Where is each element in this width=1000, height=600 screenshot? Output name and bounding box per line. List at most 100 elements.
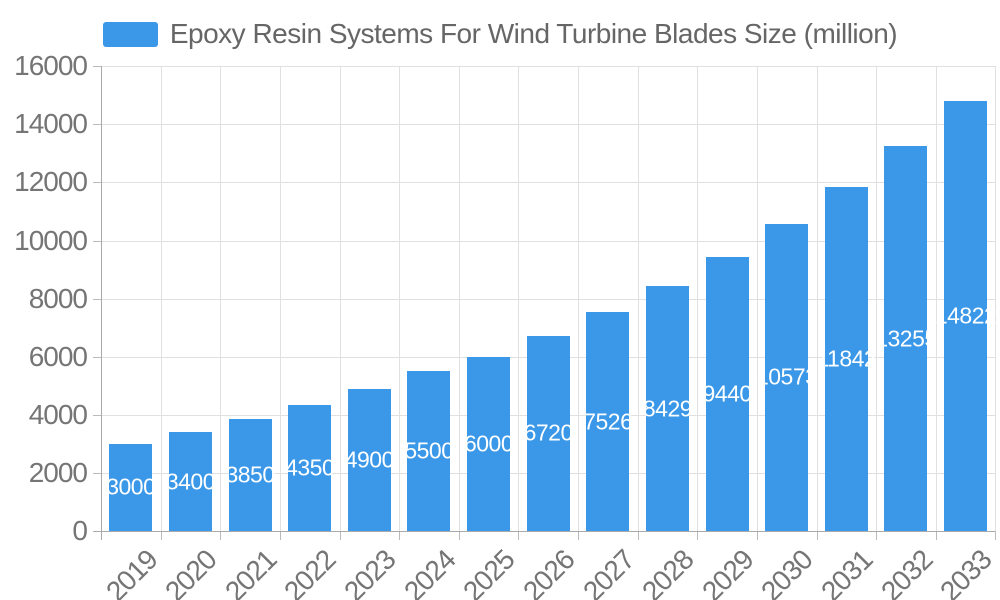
y-gridline [101, 182, 996, 184]
x-gridline [756, 66, 758, 531]
bar-2030[interactable] [765, 223, 809, 531]
x-tick [339, 531, 341, 540]
bar-2023[interactable] [347, 388, 391, 531]
y-axis-label: 14000 [14, 108, 88, 140]
y-gridline [101, 240, 996, 242]
legend: Epoxy Resin Systems For Wind Turbine Bla… [0, 18, 1000, 50]
x-axis-label: 2026 [516, 544, 581, 600]
bar-value-label: 5500 [404, 437, 454, 464]
bar-2029[interactable] [705, 256, 749, 531]
x-tick [160, 531, 162, 540]
bar-2032[interactable] [884, 146, 928, 531]
x-tick [518, 531, 520, 540]
bar-value-label: 3850 [225, 461, 275, 488]
x-tick [935, 531, 937, 540]
x-axis-label: 2020 [159, 544, 223, 600]
bar-2021[interactable] [228, 419, 272, 531]
bar-value-label: 13255 [875, 325, 937, 351]
y-tick [93, 124, 101, 126]
y-axis-line [101, 66, 102, 540]
y-tick [93, 298, 101, 300]
x-tick [995, 531, 997, 540]
x-axis-label: 2029 [695, 544, 760, 600]
bar-value-label: 7526 [583, 408, 633, 435]
bar-value-label: 3400 [165, 468, 216, 495]
x-gridline [279, 66, 281, 531]
x-tick [697, 531, 699, 540]
y-axis-label: 4000 [28, 398, 88, 430]
legend-swatch[interactable] [102, 21, 158, 47]
x-axis-label: 2021 [218, 544, 282, 600]
x-gridline [876, 66, 878, 531]
x-tick [458, 531, 460, 540]
y-axis-label: 8000 [28, 282, 88, 314]
y-axis-label: 2000 [28, 456, 88, 488]
x-gridline [697, 66, 699, 531]
bar-2019[interactable] [109, 443, 153, 531]
y-tick [93, 240, 101, 242]
x-gridline [160, 66, 162, 531]
x-axis-label: 2028 [636, 544, 700, 600]
bar-2024[interactable] [407, 371, 451, 531]
x-gridline [220, 66, 222, 531]
x-axis-label: 2023 [338, 544, 402, 600]
y-axis-label: 10000 [14, 224, 88, 256]
bar-2022[interactable] [288, 404, 332, 531]
x-tick [578, 531, 579, 540]
x-gridline [518, 66, 520, 531]
x-tick [876, 531, 878, 540]
y-tick [93, 66, 101, 68]
x-gridline [995, 66, 997, 531]
x-axis-line [93, 531, 996, 532]
x-axis-label: 2031 [815, 544, 879, 600]
x-tick [279, 531, 281, 540]
x-axis-label: 2032 [874, 544, 938, 600]
x-gridline [578, 66, 579, 531]
bar-2026[interactable] [526, 335, 570, 531]
x-axis-label: 2030 [755, 544, 819, 600]
y-axis-label: 0 [72, 515, 88, 546]
x-gridline [637, 66, 639, 531]
x-axis-label: 2033 [934, 544, 998, 600]
bar-value-label: 11842 [816, 345, 877, 372]
y-gridline [101, 124, 996, 126]
x-gridline [399, 66, 401, 531]
bar-value-label: 8429 [642, 395, 693, 422]
x-gridline [935, 66, 937, 531]
bar-2031[interactable] [824, 187, 868, 531]
y-tick [93, 356, 101, 358]
x-axis-label: 2027 [576, 544, 640, 600]
y-tick [93, 414, 101, 416]
x-axis-label: 2022 [278, 544, 342, 600]
y-axis-label: 12000 [14, 166, 88, 198]
y-axis-label: 6000 [28, 340, 88, 372]
x-tick [816, 531, 818, 540]
bar-2027[interactable] [586, 312, 630, 531]
bar-value-label: 4900 [344, 446, 395, 473]
x-tick [756, 531, 758, 540]
bar-2033[interactable] [944, 100, 988, 531]
x-tick [220, 531, 222, 540]
y-axis-label: 16000 [14, 50, 88, 82]
bar-value-label: 6000 [463, 430, 514, 457]
x-axis-label: 2025 [457, 544, 521, 600]
x-gridline [458, 66, 460, 531]
x-tick [399, 531, 401, 540]
bar-2028[interactable] [645, 286, 689, 531]
x-tick [637, 531, 639, 540]
x-axis-label: 2024 [397, 544, 461, 600]
bar-value-label: 14822 [934, 302, 997, 329]
bar-value-label: 4350 [285, 454, 335, 481]
bar-value-label: 10573 [755, 363, 818, 390]
x-axis-label: 2019 [99, 544, 163, 600]
y-tick [93, 472, 101, 474]
bar-2020[interactable] [168, 432, 212, 531]
bar-value-label: 6720 [523, 419, 574, 446]
x-gridline [816, 66, 818, 531]
bar-2025[interactable] [467, 356, 511, 531]
legend-label[interactable]: Epoxy Resin Systems For Wind Turbine Bla… [169, 18, 898, 49]
x-gridline [339, 66, 341, 531]
bar-value-label: 9440 [702, 380, 752, 407]
y-gridline [101, 298, 996, 300]
